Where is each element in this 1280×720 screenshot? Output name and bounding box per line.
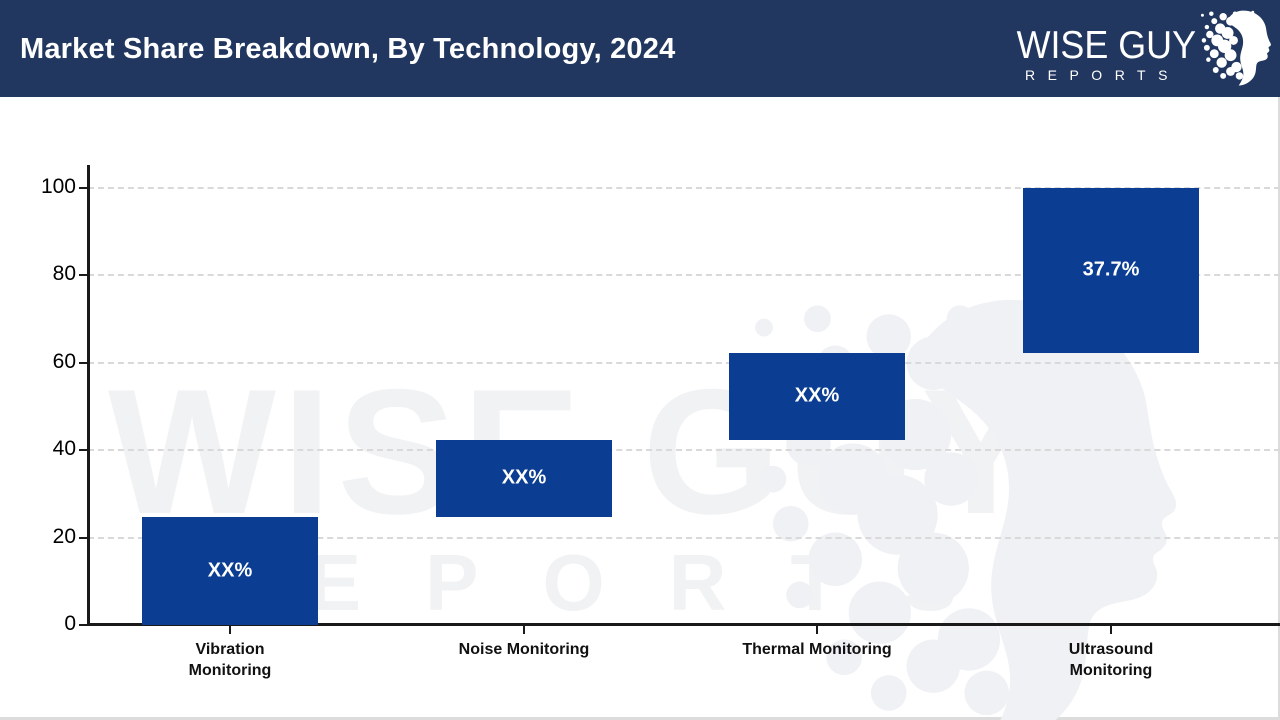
bar-noise-monitoring: [436, 439, 612, 518]
y-axis-tick: [79, 624, 88, 626]
gridline: [88, 274, 1280, 277]
y-axis-tick-label: 100: [40, 175, 76, 198]
x-axis-tick: [816, 626, 818, 634]
x-axis-category-label: Ultrasound Monitoring: [1068, 641, 1154, 679]
x-axis-line: [87, 623, 1280, 626]
y-axis-tick-label: 80: [52, 262, 76, 286]
header: Market Share Breakdown, By Technology, 2…: [0, 0, 1280, 97]
gridline: [88, 187, 1280, 189]
y-axis-tick-label: 40: [52, 437, 76, 461]
y-axis-tick: [79, 187, 88, 189]
y-axis-tick-label: 20: [52, 524, 76, 548]
y-axis-tick-label: 60: [52, 349, 76, 373]
bar-value-label: XX%: [207, 559, 253, 582]
y-axis-tick-label: 0: [64, 612, 76, 635]
logo-face-icon: [1200, 10, 1271, 86]
bar-value-label: XX%: [794, 384, 840, 407]
y-axis-line: [87, 165, 90, 626]
gridline: [88, 449, 1280, 452]
x-axis-tick: [523, 626, 525, 634]
logo-subtitle: REPORTS: [1025, 67, 1180, 83]
page-title: Market Share Breakdown, By Technology, 2…: [20, 33, 676, 65]
logo-text: WISE GUY REPORTS: [1001, 24, 1196, 84]
logo-wordmark: WISE GUY: [1016, 24, 1196, 67]
bar-value-label: 37.7%: [1082, 258, 1140, 281]
x-axis-category-label: Vibration Monitoring: [188, 641, 272, 679]
y-axis-tick: [79, 274, 88, 277]
bar-ultrasound-monitoring: [1023, 188, 1199, 353]
gridline: [88, 361, 1280, 364]
gridline: [88, 536, 1280, 539]
y-axis-tick: [79, 361, 88, 364]
y-axis-tick: [79, 449, 88, 452]
x-axis-tick: [229, 626, 231, 634]
x-axis-category-label: Thermal Monitoring: [742, 641, 892, 658]
bar-vibration-monitoring: [142, 517, 318, 625]
x-axis-category-label: Noise Monitoring: [458, 641, 590, 658]
y-axis-tick: [79, 536, 88, 539]
x-axis-tick: [1110, 626, 1112, 634]
bar-thermal-monitoring: [729, 352, 905, 440]
bar-value-label: XX%: [501, 466, 547, 489]
wiseguy-logo: WISE GUY REPORTS: [1001, 4, 1272, 93]
